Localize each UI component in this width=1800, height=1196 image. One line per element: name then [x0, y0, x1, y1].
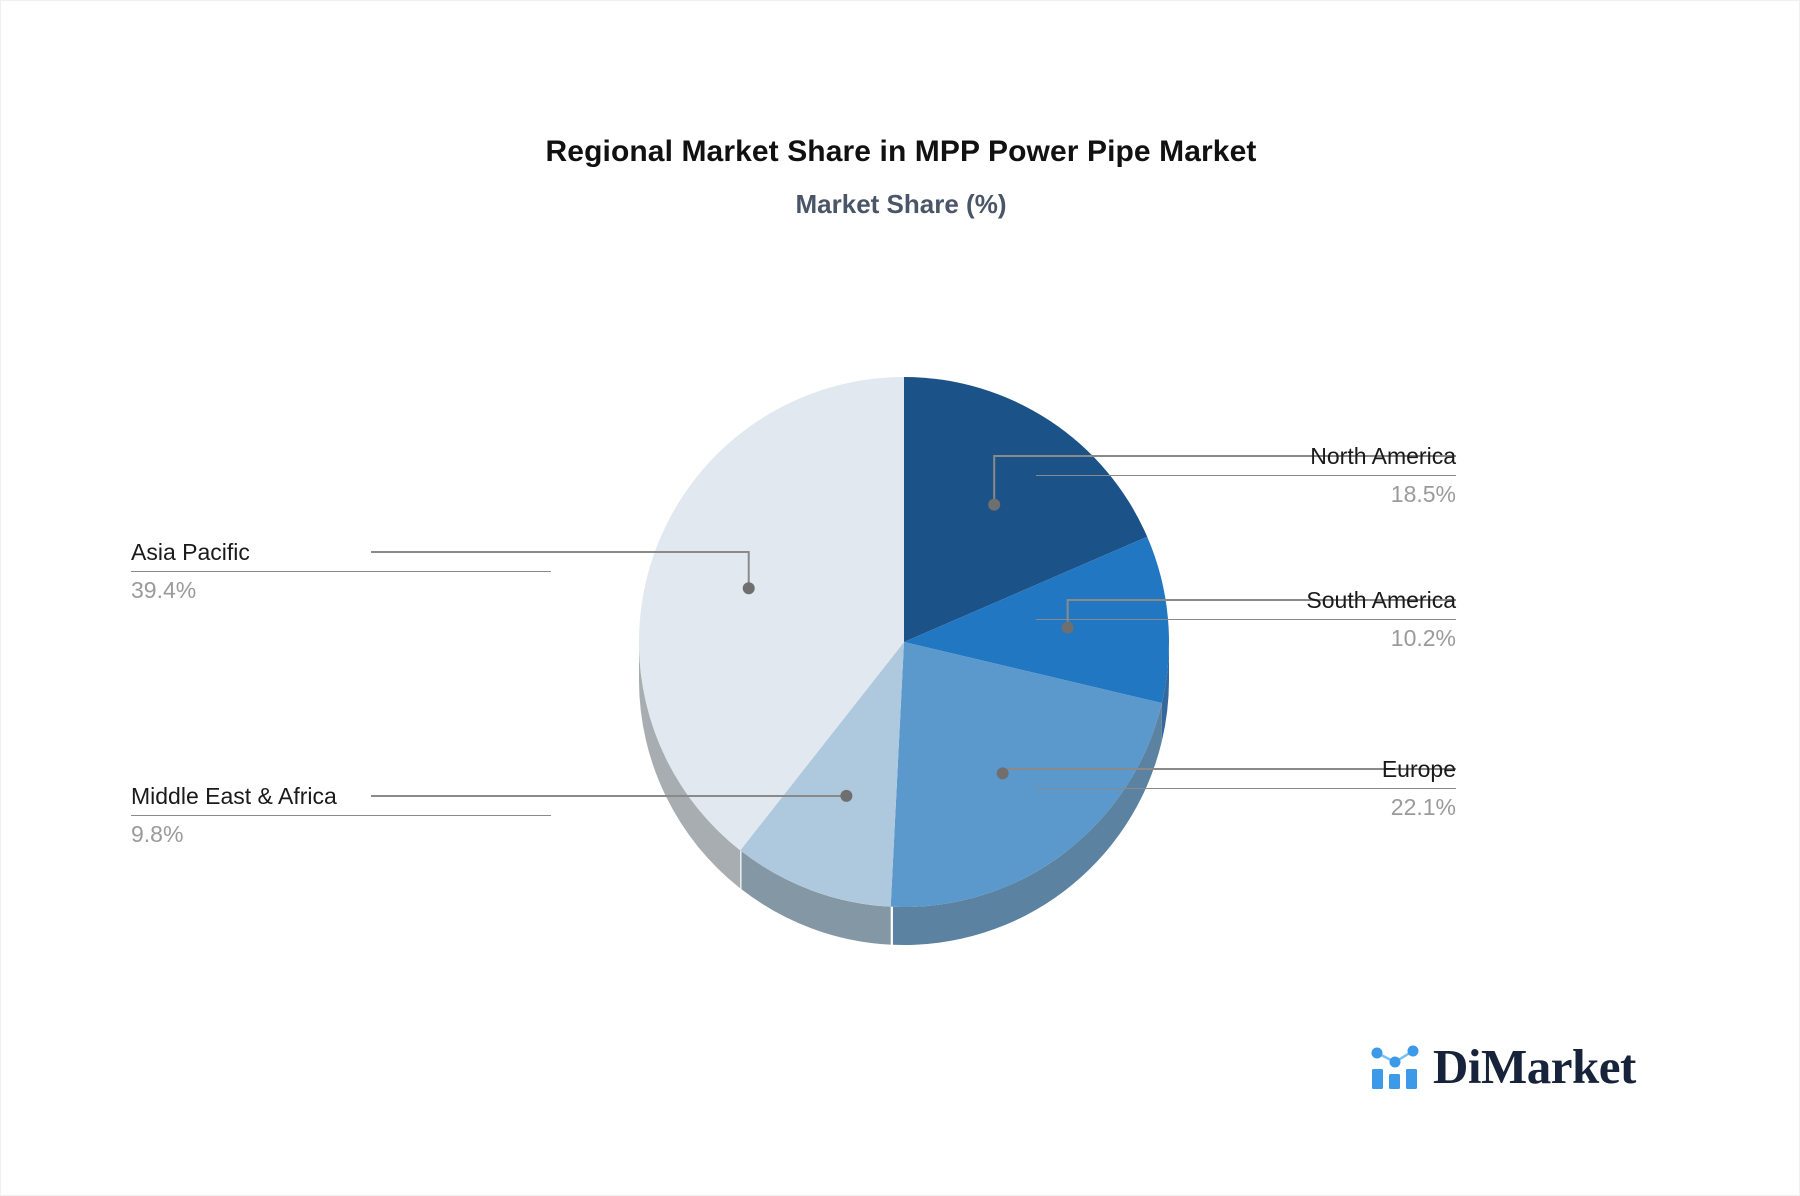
pie-slice-side	[892, 703, 1162, 945]
pie-3d-sides	[639, 642, 1169, 945]
chart-title: Regional Market Share in MPP Power Pipe …	[545, 135, 1257, 168]
callout-rule	[1036, 475, 1456, 476]
pie-slice[interactable]	[904, 377, 1148, 642]
callout-south-america[interactable]: South America 10.2%	[1036, 585, 1456, 653]
pie-slice-side	[741, 851, 891, 945]
callout-rule	[1036, 619, 1456, 620]
callout-label: North America	[1310, 443, 1456, 469]
callout-label: South America	[1306, 587, 1456, 613]
leader-dot	[996, 767, 1009, 780]
pie-slice[interactable]	[890, 642, 1162, 907]
pie-slice[interactable]	[740, 642, 904, 907]
callout-value: 39.4%	[131, 577, 197, 603]
dimarket-logo: DiMarket	[1369, 1042, 1636, 1091]
pie-slice[interactable]	[638, 377, 904, 851]
leader-line	[993, 455, 1456, 505]
pie-slice-side	[639, 643, 741, 889]
callout-value: 9.8%	[131, 821, 184, 847]
leader-dot	[742, 582, 755, 595]
callout-rule	[1036, 788, 1456, 789]
callout-north-america[interactable]: North America 18.5%	[1036, 441, 1456, 509]
callout-value: 22.1%	[1390, 794, 1456, 820]
callout-label: Europe	[1381, 756, 1456, 782]
callout-label: Asia Pacific	[131, 539, 250, 565]
callout-label: Middle East & Africa	[131, 783, 337, 809]
leader-line	[1066, 599, 1456, 628]
chart-subtitle: Market Share (%)	[795, 189, 1007, 219]
leader-lines	[371, 455, 1456, 802]
leader-dot	[988, 498, 1001, 511]
callout-middle-east-africa[interactable]: Middle East & Africa 9.8%	[131, 781, 551, 849]
logo-wordmark: DiMarket	[1433, 1039, 1636, 1094]
callout-value: 10.2%	[1390, 625, 1456, 651]
callout-europe[interactable]: Europe 22.1%	[1036, 754, 1456, 822]
pie-slice-side	[1161, 642, 1169, 741]
leader-line	[371, 551, 750, 589]
callout-rule	[131, 571, 551, 572]
callout-value: 18.5%	[1390, 481, 1456, 507]
leader-dot	[840, 789, 853, 802]
callout-rule	[131, 815, 551, 816]
callout-asia-pacific[interactable]: Asia Pacific 39.4%	[131, 537, 551, 605]
leader-dot	[1061, 621, 1074, 634]
bar-chart-dots-icon	[1371, 1045, 1419, 1089]
